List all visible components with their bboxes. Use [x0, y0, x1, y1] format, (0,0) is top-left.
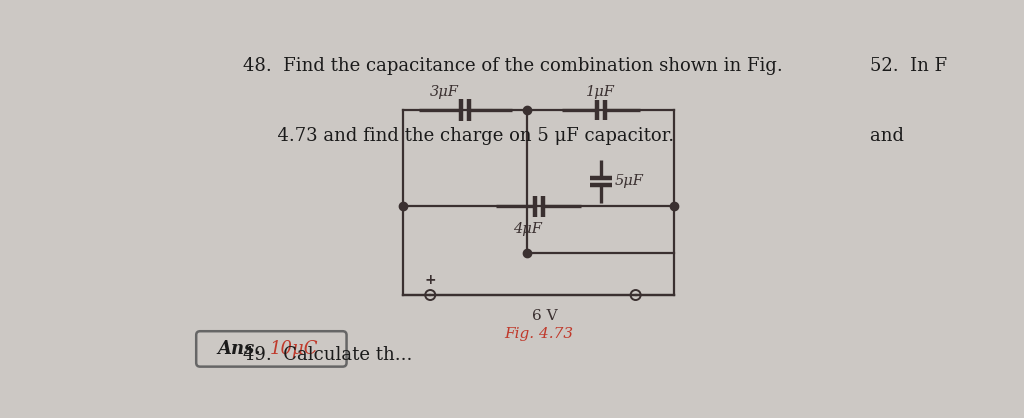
Text: 1μF: 1μF	[587, 85, 615, 99]
Text: +: +	[424, 273, 436, 287]
Text: 4μF: 4μF	[513, 222, 542, 236]
FancyBboxPatch shape	[197, 331, 346, 367]
Text: 6 V: 6 V	[531, 309, 557, 323]
Text: 49.  Calculate th...: 49. Calculate th...	[243, 346, 413, 364]
Text: Ans.: Ans.	[218, 340, 267, 358]
Text: and: and	[870, 127, 909, 145]
Text: 3μF: 3μF	[430, 85, 459, 99]
Text: 48.  Find the capacitance of the combination shown in Fig.: 48. Find the capacitance of the combinat…	[243, 56, 782, 74]
Text: Fig. 4.73: Fig. 4.73	[504, 327, 573, 342]
Text: 4.73 and find the charge on 5 μF capacitor.: 4.73 and find the charge on 5 μF capacit…	[243, 127, 674, 145]
Text: 5μF: 5μF	[614, 174, 643, 189]
Text: 52.  In F: 52. In F	[870, 56, 947, 74]
Text: 10μC: 10μC	[270, 340, 318, 358]
